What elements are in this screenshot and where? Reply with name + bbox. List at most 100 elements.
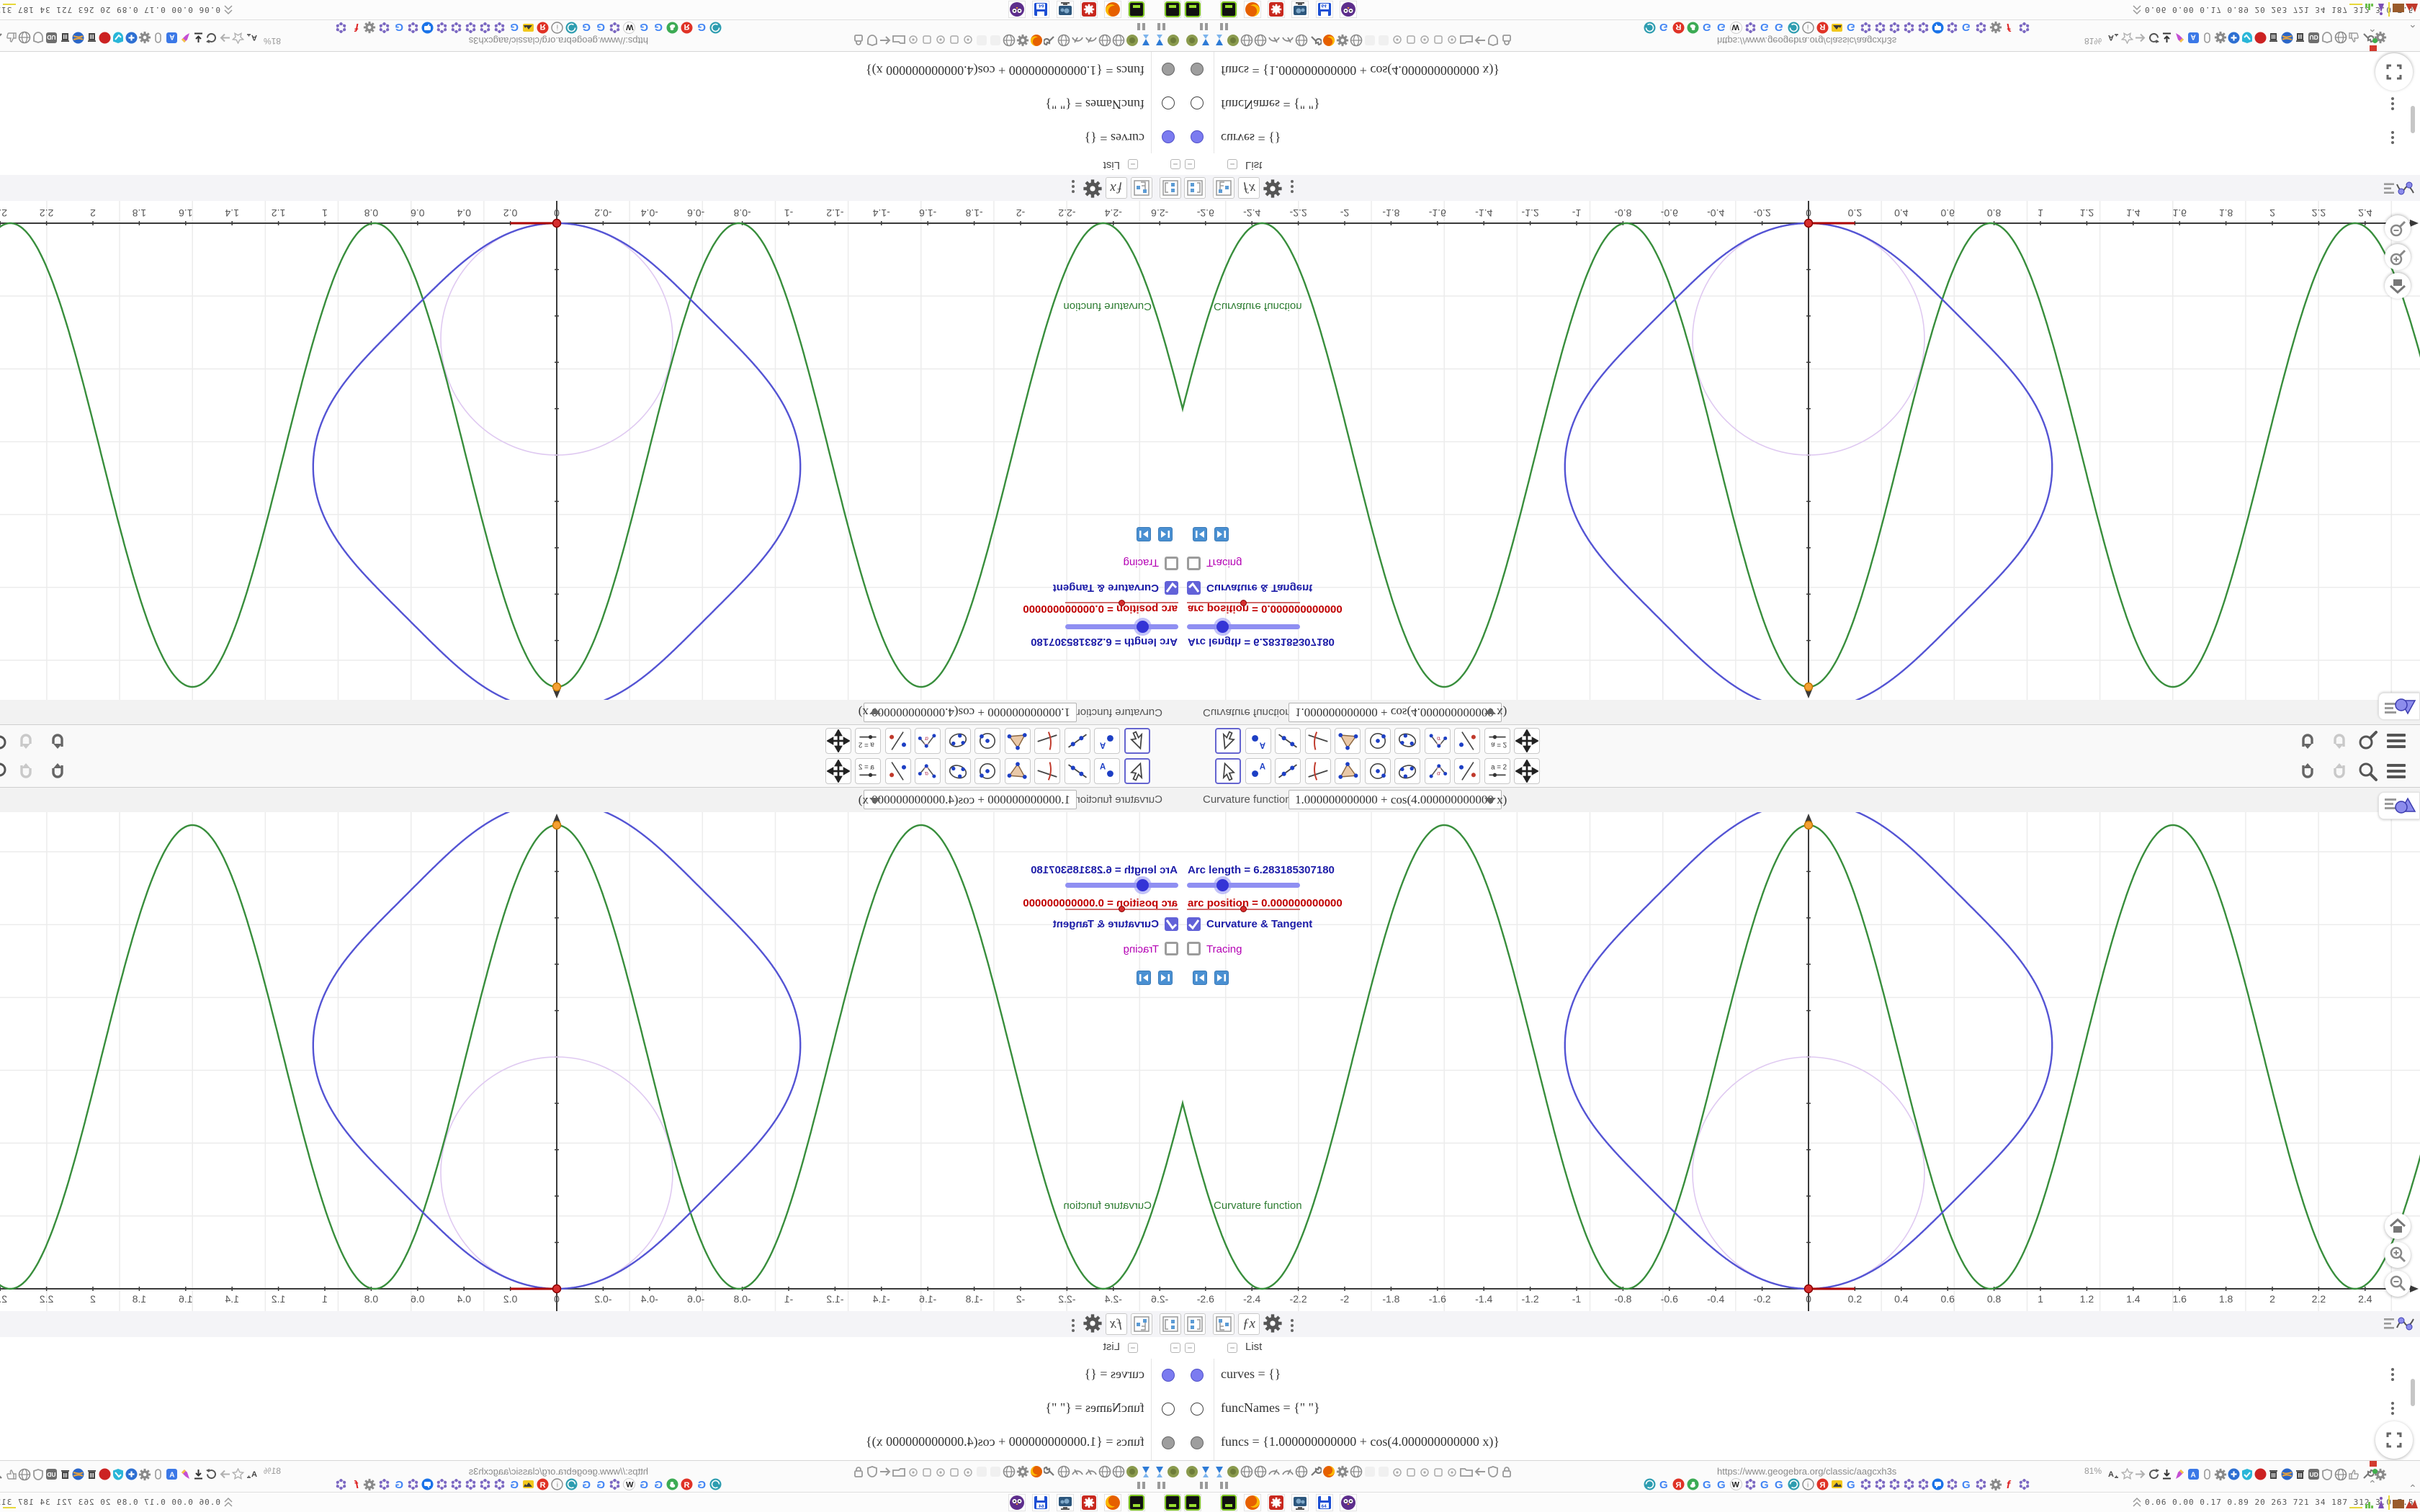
shield-icon[interactable] xyxy=(32,1468,45,1480)
shield-cyan-icon[interactable] xyxy=(2241,32,2253,44)
ud-badge-icon[interactable]: UD xyxy=(2308,32,2320,44)
blue-cone-icon[interactable] xyxy=(1199,34,1212,47)
aux-objects-icon[interactable] xyxy=(1184,1313,1206,1335)
arrow-right-icon[interactable] xyxy=(2134,1468,2146,1480)
tab-favicon-google-g[interactable]: G xyxy=(1773,1478,1785,1491)
tab-favicon-letter-f[interactable]: f xyxy=(349,21,362,34)
tab-favicon-ggb-wheel[interactable] xyxy=(1975,22,1987,34)
taskbar-firefox-app-icon[interactable] xyxy=(1244,1494,1261,1511)
taskbar-firefox-app-icon[interactable] xyxy=(1104,1,1121,18)
tab-favicon-ggb-wheel[interactable] xyxy=(1744,1478,1757,1490)
graphics-view[interactable]: -2.6 -2.4 -2.2 -2 -1.8 -1.6 -1.4 -1.2 -1 -0.8 -0.6… xyxy=(1183,792,2420,1312)
translate-blue-icon[interactable]: A xyxy=(2187,1468,2200,1480)
curvature-value-point[interactable] xyxy=(1803,682,1814,692)
lock-icon[interactable] xyxy=(852,1465,865,1478)
globe-icon[interactable] xyxy=(1254,1465,1267,1478)
fullscreen-icon[interactable] xyxy=(2375,1421,2413,1459)
tracing-checkbox[interactable] xyxy=(1165,557,1178,570)
olive-circle-icon[interactable] xyxy=(1186,34,1198,47)
tab-favicon-gear[interactable] xyxy=(1989,1478,2002,1491)
download-icon[interactable] xyxy=(2161,32,2173,44)
tool-angle-button[interactable]: α xyxy=(915,728,941,754)
tool-reflect-about-line-button[interactable] xyxy=(1454,728,1480,754)
taskbar-terminal-icon[interactable] xyxy=(1128,1,1145,18)
skip-to-end-button[interactable] xyxy=(1137,527,1151,541)
tab-favicon-google-g[interactable]: G xyxy=(1701,21,1713,34)
collapse-button[interactable]: − xyxy=(1227,159,1237,169)
undo-button[interactable] xyxy=(46,761,68,783)
tool-reflect-about-line-button[interactable] xyxy=(1454,758,1480,784)
radio-icon[interactable] xyxy=(907,34,920,47)
visibility-marble[interactable] xyxy=(1191,96,1204,109)
tab-favicon-gear[interactable] xyxy=(363,21,376,34)
tool-point-button[interactable]: A xyxy=(1245,728,1271,754)
visibility-marble[interactable] xyxy=(1191,63,1204,76)
osquare-icon[interactable] xyxy=(920,34,933,47)
ghost-icon[interactable] xyxy=(1363,1465,1376,1478)
trash-icon[interactable] xyxy=(2294,1468,2306,1480)
tab-favicon-google-g[interactable]: G xyxy=(508,1478,520,1491)
blue-cone-icon[interactable] xyxy=(1153,34,1166,47)
blue-cone-icon[interactable] xyxy=(1139,34,1152,47)
kebab-menu-icon[interactable] xyxy=(1291,1317,1294,1334)
tab-favicon-duck[interactable] xyxy=(1687,22,1699,34)
wrench-icon[interactable] xyxy=(1309,34,1322,47)
graphics-view-style-card[interactable] xyxy=(2378,693,2420,720)
tracing-checkbox[interactable] xyxy=(1187,557,1201,570)
tab-favicon-letter-f[interactable]: f xyxy=(2004,1478,2016,1491)
blue-cone-icon[interactable] xyxy=(1153,1465,1166,1478)
skip-to-end-button[interactable] xyxy=(1214,971,1229,985)
tab-favicon-google-g[interactable]: G xyxy=(695,1478,707,1491)
plus-blue-icon[interactable] xyxy=(2228,32,2240,44)
tab-favicon-google-g[interactable]: G xyxy=(1845,1478,1857,1491)
taskbar-monitor-icon[interactable] xyxy=(1291,1,1309,18)
radio-icon[interactable] xyxy=(1446,1465,1458,1478)
tab-favicon-google-g[interactable]: G xyxy=(637,21,650,34)
star-icon[interactable] xyxy=(2120,1467,2133,1480)
redo-button[interactable] xyxy=(16,761,37,783)
taskbar-monitor-icon[interactable] xyxy=(1057,1494,1074,1511)
radio-icon[interactable] xyxy=(962,34,974,47)
shield-cyan-icon[interactable] xyxy=(112,32,125,44)
firefox-icon[interactable] xyxy=(1030,34,1043,47)
globe-color-icon[interactable] xyxy=(2281,1468,2293,1480)
arc-position-point-handle[interactable] xyxy=(1240,600,1247,606)
collapse-button[interactable]: − xyxy=(1227,1343,1237,1353)
tool-slider-button[interactable]: a = 2 xyxy=(1484,758,1510,784)
taskbar-owl-icon[interactable] xyxy=(1008,1494,1026,1511)
tab-favicon-ggb-wheel[interactable] xyxy=(1903,22,1915,34)
scrollbar-thumb[interactable] xyxy=(2411,106,2415,133)
tab-favicon-google-g[interactable]: G xyxy=(1658,21,1670,34)
tab-favicon-swirl[interactable] xyxy=(1788,22,1800,34)
blue-cone-icon[interactable] xyxy=(1139,1465,1152,1478)
tab-favicon-yandex[interactable]: Я xyxy=(1672,1478,1685,1490)
tool-polygon-button[interactable] xyxy=(1005,758,1031,784)
trash-icon[interactable] xyxy=(59,32,71,44)
tool-tangents-button[interactable] xyxy=(1304,728,1331,754)
radio-icon[interactable] xyxy=(962,1465,974,1478)
osquare-icon[interactable] xyxy=(1432,34,1445,47)
tab-favicon-image[interactable] xyxy=(1831,1478,1843,1490)
tab-favicon-swirl[interactable] xyxy=(1644,22,1656,34)
tool-point-button[interactable]: A xyxy=(1094,758,1121,784)
ud-badge-icon[interactable]: UD xyxy=(46,32,58,44)
pen-icon[interactable] xyxy=(179,1468,192,1480)
skip-to-start-button[interactable] xyxy=(1158,971,1173,985)
taskbar-floppy64-icon[interactable]: 64 xyxy=(1032,1,1049,18)
zoom-level-text[interactable]: 81% xyxy=(2084,36,2102,46)
globe-icon[interactable] xyxy=(1254,34,1267,47)
gear-icon[interactable] xyxy=(1016,1465,1029,1478)
tab-favicon-ggb-wheel[interactable] xyxy=(1946,1478,1958,1490)
algebra-row[interactable]: funcs = {1.000000000000 + cos(4.00000000… xyxy=(1183,51,2420,86)
lock-icon[interactable] xyxy=(1500,34,1513,47)
gear-icon[interactable] xyxy=(2214,1468,2227,1481)
tab-favicon-ggb-wheel[interactable] xyxy=(335,1478,347,1490)
skip-to-end-button[interactable] xyxy=(1214,527,1229,541)
arrow-right-icon[interactable] xyxy=(2134,32,2146,44)
chevron-expand-icon[interactable] xyxy=(2132,1497,2142,1512)
olive-circle-icon[interactable] xyxy=(1167,34,1180,47)
tool-circle-center-point-button[interactable] xyxy=(1364,758,1391,784)
trash-icon[interactable] xyxy=(59,1468,71,1480)
fx-icon[interactable]: ƒx xyxy=(1238,1313,1260,1335)
tab-favicon-info[interactable]: i xyxy=(551,1478,563,1490)
